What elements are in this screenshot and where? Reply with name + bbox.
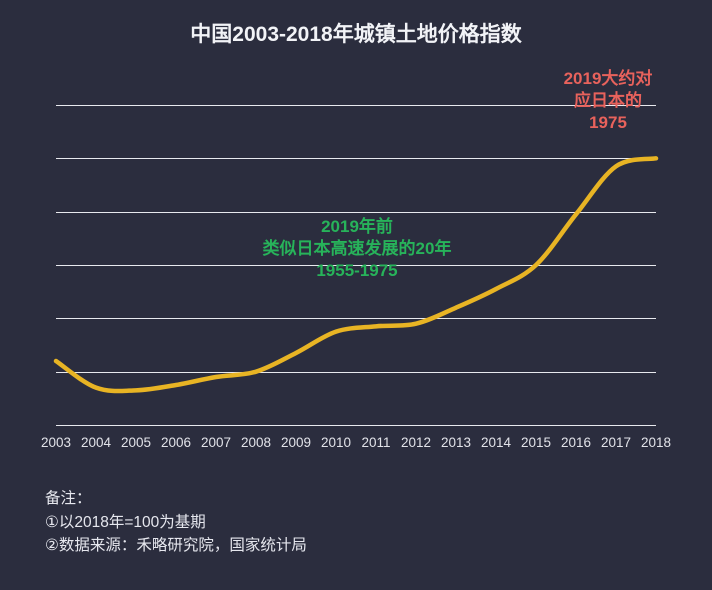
footnote-line-2: ②数据来源：禾略研究院，国家统计局 xyxy=(45,537,307,555)
x-axis-tick-label: 2012 xyxy=(400,435,432,450)
x-axis-tick-label: 2017 xyxy=(600,435,632,450)
x-axis-tick-label: 2013 xyxy=(440,435,472,450)
gridline xyxy=(56,371,656,373)
chart-title: 中国2003-2018年城镇土地价格指数 xyxy=(190,23,522,46)
annotation-green: 2019年前 类似日本高速发展的20年 1955-1975 xyxy=(262,217,452,280)
line-series-path xyxy=(53,156,659,394)
footnote-heading: 备注： xyxy=(45,490,92,507)
x-axis-tick-label: 2015 xyxy=(520,435,552,450)
x-axis-tick-label: 2009 xyxy=(280,435,312,450)
footnotes: 备注： ①以2018年=100为基期 ②数据来源：禾略研究院，国家统计局 xyxy=(45,487,307,558)
x-axis-tick-label: 2010 xyxy=(320,435,352,450)
gridline xyxy=(56,318,656,320)
gridline xyxy=(56,105,656,106)
x-axis-tick-label: 2016 xyxy=(560,435,592,450)
plot-area: 020406080100120 200320042005200620072008… xyxy=(41,105,671,450)
x-axis-tick-label: 2004 xyxy=(80,435,112,450)
x-axis-tick-label: 2005 xyxy=(120,435,152,450)
gridline xyxy=(56,425,656,426)
x-axis-tick-label: 2014 xyxy=(480,435,512,450)
annotation-red: 2019大约对 应日本的 1975 xyxy=(563,69,653,132)
line-series-svg xyxy=(53,156,659,394)
gridline xyxy=(56,158,656,160)
x-axis-tick-label: 2011 xyxy=(361,435,391,450)
gridline xyxy=(56,211,656,213)
x-axis-tick-label: 2006 xyxy=(160,435,192,450)
x-axis-tick-label: 2007 xyxy=(200,435,232,450)
gridline xyxy=(56,265,656,266)
x-axis-tick-label: 2003 xyxy=(40,435,72,450)
footnote-line-1: ①以2018年=100为基期 xyxy=(45,513,206,531)
x-axis-tick-label: 2008 xyxy=(240,435,272,450)
x-axis-tick-label: 2018 xyxy=(640,435,672,450)
